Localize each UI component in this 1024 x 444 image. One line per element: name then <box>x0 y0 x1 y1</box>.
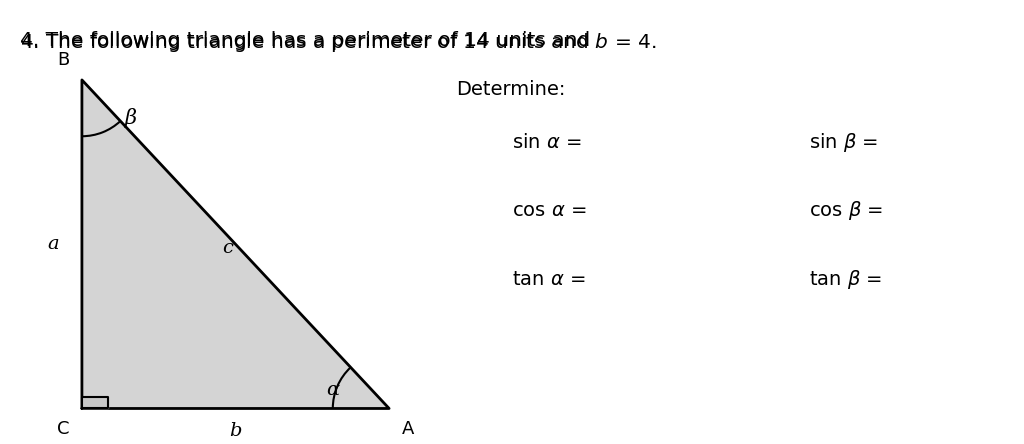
Polygon shape <box>82 80 389 408</box>
Text: C: C <box>57 420 70 438</box>
Text: b: b <box>229 422 242 440</box>
Text: β: β <box>125 107 137 128</box>
Text: c: c <box>222 239 232 258</box>
Text: tan $\beta$ =: tan $\beta$ = <box>809 268 882 291</box>
Text: B: B <box>57 51 70 69</box>
Text: sin $\alpha$ =: sin $\alpha$ = <box>512 133 582 151</box>
Text: tan $\alpha$ =: tan $\alpha$ = <box>512 270 586 289</box>
Text: cos $\alpha$ =: cos $\alpha$ = <box>512 202 587 220</box>
Text: sin $\beta$ =: sin $\beta$ = <box>809 131 879 154</box>
Text: cos $\beta$ =: cos $\beta$ = <box>809 199 883 222</box>
Text: Determine:: Determine: <box>456 80 565 99</box>
Text: A: A <box>401 420 414 438</box>
Polygon shape <box>82 397 108 408</box>
Text: 4. The following triangle has a perimeter of 14 units and: 4. The following triangle has a perimete… <box>20 31 597 50</box>
Text: 4. The following triangle has a perimeter of 14 units and $b$ = 4.: 4. The following triangle has a perimete… <box>20 31 656 54</box>
Text: a: a <box>48 235 59 253</box>
Text: α: α <box>327 381 339 399</box>
